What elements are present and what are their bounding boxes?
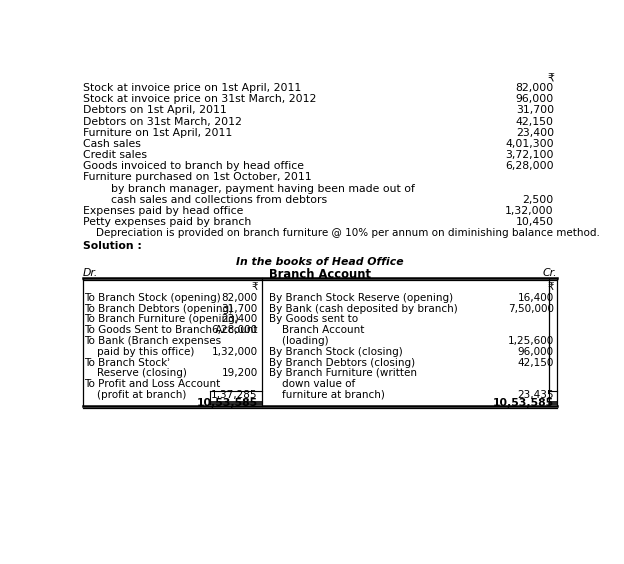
Text: 7,50,000: 7,50,000 bbox=[508, 303, 554, 314]
Text: 16,400: 16,400 bbox=[517, 293, 554, 303]
Text: To Goods Sent to Branch Account: To Goods Sent to Branch Account bbox=[84, 325, 258, 335]
Text: 1,25,600: 1,25,600 bbox=[507, 336, 554, 346]
Text: 10,53,585: 10,53,585 bbox=[493, 398, 554, 408]
Text: 2,500: 2,500 bbox=[523, 195, 554, 205]
Text: 42,150: 42,150 bbox=[516, 117, 554, 126]
Text: paid by this office): paid by this office) bbox=[84, 347, 195, 357]
Text: To Profit and Loss Account: To Profit and Loss Account bbox=[84, 379, 220, 389]
Text: ₹: ₹ bbox=[547, 73, 554, 83]
Text: Branch Account: Branch Account bbox=[269, 268, 371, 281]
Text: ₹: ₹ bbox=[251, 282, 258, 292]
Text: In the books of Head Office: In the books of Head Office bbox=[236, 257, 404, 267]
Text: To Branch Stockʾ: To Branch Stockʾ bbox=[84, 358, 171, 368]
Text: ₹: ₹ bbox=[547, 282, 554, 292]
Text: Branch Account: Branch Account bbox=[269, 325, 364, 335]
Text: 19,200: 19,200 bbox=[222, 368, 258, 378]
Text: 3,72,100: 3,72,100 bbox=[505, 150, 554, 160]
Text: 4,01,300: 4,01,300 bbox=[505, 139, 554, 149]
Text: By Branch Stock (closing): By Branch Stock (closing) bbox=[269, 347, 402, 357]
Text: To Bank (Branch expenses: To Bank (Branch expenses bbox=[84, 336, 222, 346]
Text: 96,000: 96,000 bbox=[518, 347, 554, 357]
Text: 42,150: 42,150 bbox=[517, 358, 554, 368]
Text: Goods invoiced to branch by head office: Goods invoiced to branch by head office bbox=[82, 161, 304, 171]
Text: By Bank (cash deposited by branch): By Bank (cash deposited by branch) bbox=[269, 303, 457, 314]
Text: 23,400: 23,400 bbox=[515, 127, 554, 138]
Text: Credit sales: Credit sales bbox=[82, 150, 147, 160]
Text: Stock at invoice price on 1st April, 2011: Stock at invoice price on 1st April, 201… bbox=[82, 83, 301, 93]
Text: Cash sales: Cash sales bbox=[82, 139, 140, 149]
Text: Dr.: Dr. bbox=[82, 268, 98, 278]
Text: 23,435: 23,435 bbox=[517, 390, 554, 400]
Text: down value of: down value of bbox=[269, 379, 355, 389]
Text: Solution :: Solution : bbox=[82, 241, 142, 251]
Text: Depreciation is provided on branch furniture @ 10% per annum on diminishing bala: Depreciation is provided on branch furni… bbox=[82, 228, 600, 238]
Text: 1,32,000: 1,32,000 bbox=[212, 347, 258, 357]
Text: 23,400: 23,400 bbox=[222, 315, 258, 324]
Text: To Branch Debtors (opening): To Branch Debtors (opening) bbox=[84, 303, 233, 314]
Text: (profit at branch): (profit at branch) bbox=[84, 390, 187, 400]
Text: Debtors on 31st March, 2012: Debtors on 31st March, 2012 bbox=[82, 117, 241, 126]
Text: Debtors on 1st April, 2011: Debtors on 1st April, 2011 bbox=[82, 105, 227, 116]
Text: 82,000: 82,000 bbox=[515, 83, 554, 93]
Text: 6,28,000: 6,28,000 bbox=[505, 161, 554, 171]
Text: By Branch Debtors (closing): By Branch Debtors (closing) bbox=[269, 358, 415, 368]
Text: 1,32,000: 1,32,000 bbox=[505, 206, 554, 216]
Text: Furniture on 1st April, 2011: Furniture on 1st April, 2011 bbox=[82, 127, 232, 138]
Text: 31,700: 31,700 bbox=[515, 105, 554, 116]
Text: cash sales and collections from debtors: cash sales and collections from debtors bbox=[82, 195, 327, 205]
Text: 31,700: 31,700 bbox=[222, 303, 258, 314]
Text: Expenses paid by head office: Expenses paid by head office bbox=[82, 206, 243, 216]
Text: By Goods sent to: By Goods sent to bbox=[269, 315, 358, 324]
Text: by branch manager, payment having been made out of: by branch manager, payment having been m… bbox=[82, 183, 414, 193]
Text: furniture at branch): furniture at branch) bbox=[269, 390, 384, 400]
Text: 96,000: 96,000 bbox=[515, 94, 554, 104]
Text: By Branch Stock Reserve (opening): By Branch Stock Reserve (opening) bbox=[269, 293, 453, 303]
Text: 6,28,000: 6,28,000 bbox=[212, 325, 258, 335]
Text: 82,000: 82,000 bbox=[222, 293, 258, 303]
Text: To Branch Stock (opening): To Branch Stock (opening) bbox=[84, 293, 221, 303]
Text: Cr.: Cr. bbox=[542, 268, 557, 278]
Text: Reserve (closing): Reserve (closing) bbox=[84, 368, 187, 378]
Text: 1,37,285: 1,37,285 bbox=[212, 390, 258, 400]
Text: Stock at invoice price on 31st March, 2012: Stock at invoice price on 31st March, 20… bbox=[82, 94, 316, 104]
Text: (loading): (loading) bbox=[269, 336, 328, 346]
Text: 10,53,585: 10,53,585 bbox=[197, 398, 258, 408]
Text: By Branch Furniture (written: By Branch Furniture (written bbox=[269, 368, 417, 378]
Text: Petty expenses paid by branch: Petty expenses paid by branch bbox=[82, 217, 251, 227]
Text: Furniture purchased on 1st October, 2011: Furniture purchased on 1st October, 2011 bbox=[82, 173, 311, 182]
Text: 10,450: 10,450 bbox=[515, 217, 554, 227]
Text: To Branch Furniture (opening): To Branch Furniture (opening) bbox=[84, 315, 239, 324]
